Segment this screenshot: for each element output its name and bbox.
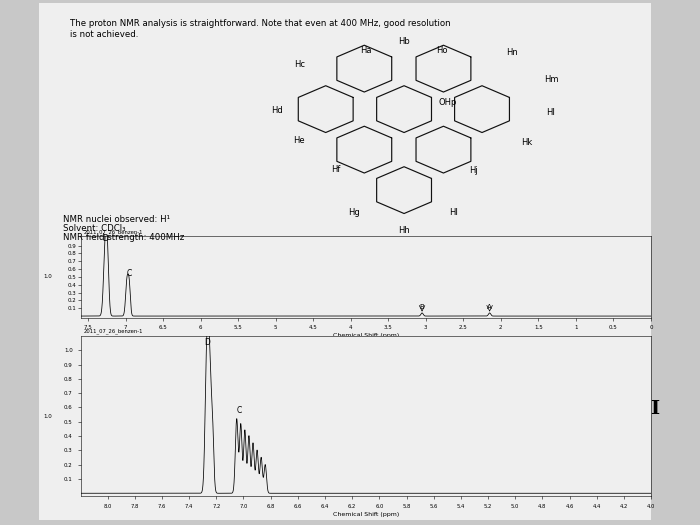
Text: Hf: Hf	[331, 165, 340, 174]
Text: He: He	[293, 136, 305, 145]
Text: is not achieved.: is not achieved.	[70, 30, 139, 39]
Text: Hg: Hg	[349, 207, 360, 216]
Text: 1.0: 1.0	[43, 275, 52, 279]
Text: C: C	[127, 269, 132, 278]
Text: The proton NMR analysis is straightforward. Note that even at 400 MHz, good reso: The proton NMR analysis is straightforwa…	[70, 19, 451, 28]
Text: D: D	[102, 234, 108, 243]
Text: NMR nuclei observed: H¹: NMR nuclei observed: H¹	[63, 215, 170, 224]
Text: Ha: Ha	[360, 46, 372, 55]
Text: Ho: Ho	[435, 46, 447, 55]
Text: Hc: Hc	[294, 60, 304, 69]
Text: Hb: Hb	[398, 37, 410, 46]
Text: Hj: Hj	[470, 165, 478, 174]
Text: B: B	[420, 304, 424, 310]
Text: 1.0: 1.0	[43, 414, 52, 418]
Text: Hm: Hm	[544, 75, 559, 83]
Text: D: D	[204, 339, 210, 348]
Text: HI: HI	[547, 108, 556, 117]
Text: Hn: Hn	[507, 48, 518, 57]
Text: Hh: Hh	[398, 226, 410, 235]
Text: HI: HI	[449, 207, 458, 216]
Text: 2011_07_26_benzen-1: 2011_07_26_benzen-1	[83, 329, 143, 334]
X-axis label: Chemical Shift (ppm): Chemical Shift (ppm)	[332, 511, 399, 517]
X-axis label: Chemical Shift (ppm): Chemical Shift (ppm)	[332, 333, 399, 338]
Text: NMR field strength: 400MHz: NMR field strength: 400MHz	[63, 234, 184, 243]
Text: Solvent: CDCl₃: Solvent: CDCl₃	[63, 224, 125, 233]
Text: C: C	[237, 406, 242, 415]
Text: Hd: Hd	[271, 106, 283, 115]
Text: OHp: OHp	[438, 98, 456, 107]
Text: A: A	[487, 304, 492, 310]
Text: 2011_07_26_benzen-1: 2011_07_26_benzen-1	[83, 229, 143, 235]
Text: I: I	[650, 401, 659, 418]
Text: Hk: Hk	[521, 138, 532, 146]
